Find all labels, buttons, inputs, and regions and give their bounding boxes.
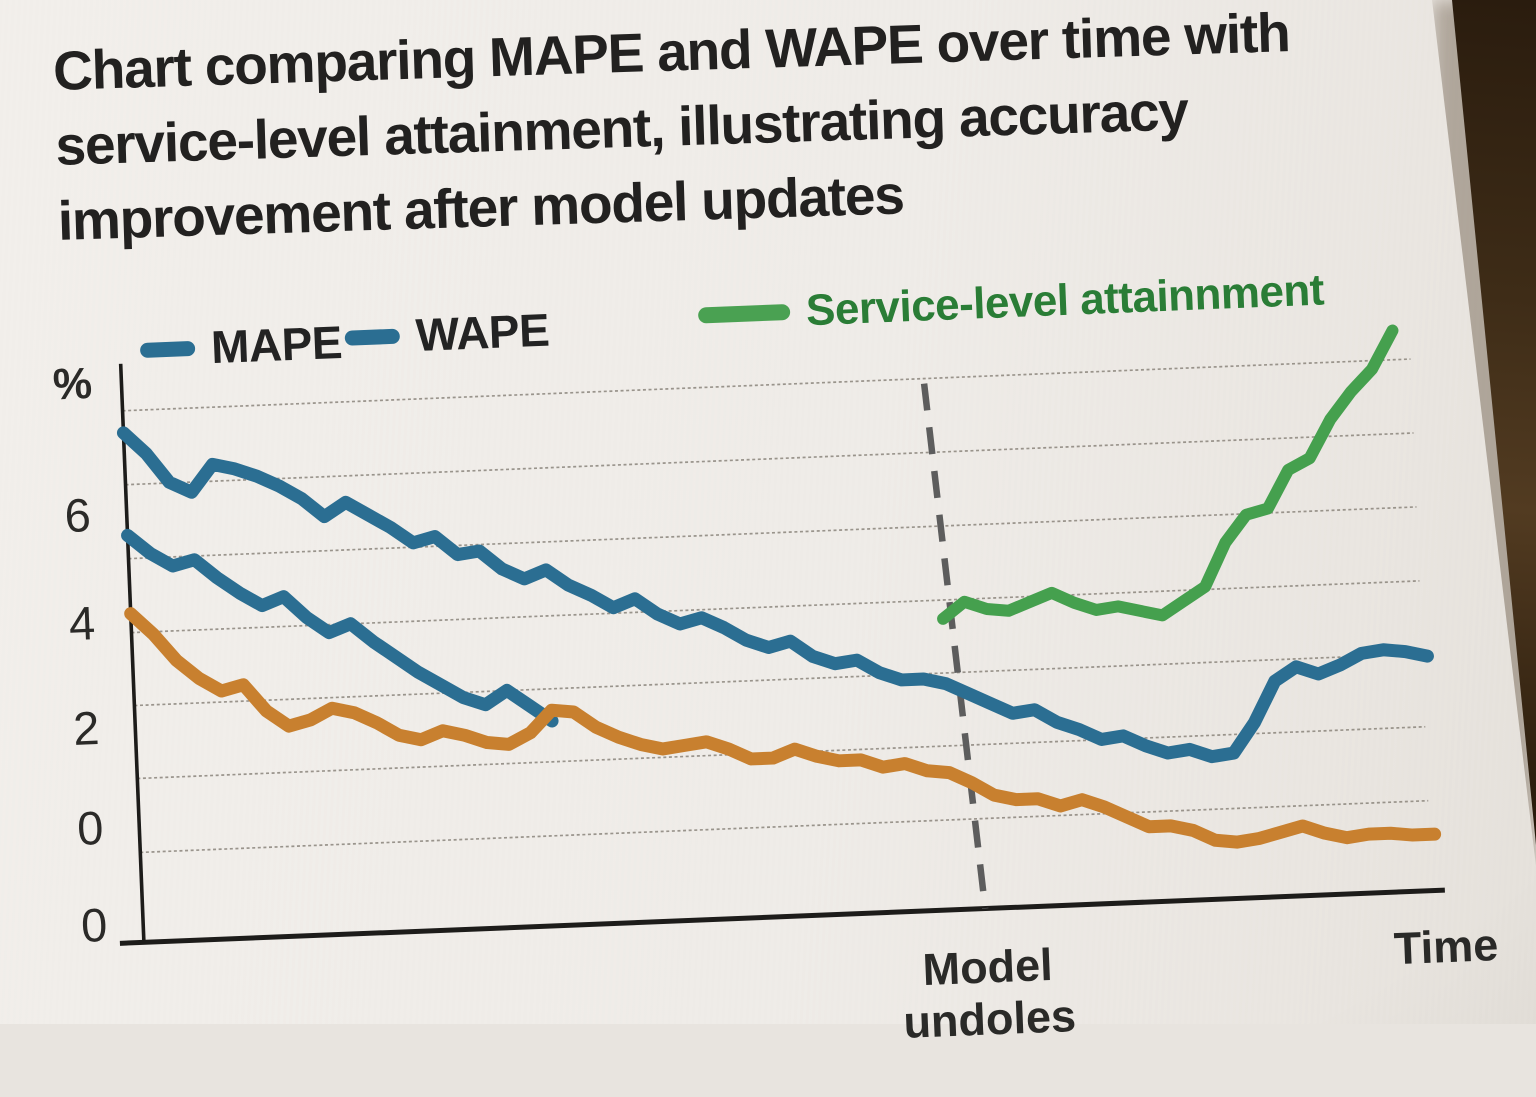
chart-area: MAPE WAPE Service-level attainnment % 6 … [35,239,1506,1096]
legend-label-mape: MAPE [210,315,343,374]
photographed-chart-page: { "title": { "lines": [ "Chart comparing… [0,0,1536,1048]
y-tick-0-lower: 0 [80,897,109,952]
legend-item-wape: WAPE [344,303,550,365]
y-tick-0-upper: 0 [76,800,105,855]
legend-item-mape: MAPE [139,315,343,377]
y-axis-unit-label: % [51,359,93,410]
paper-background [0,0,1536,1024]
event-annotation: Model undoles [890,938,1088,1049]
event-annotation-line2: undoles [902,989,1077,1048]
x-axis-label: Time [1392,919,1500,975]
legend-label-wape: WAPE [414,303,551,361]
y-tick-4: 4 [67,596,97,651]
plot-svg [116,324,1445,946]
y-tick-2: 2 [72,700,101,755]
wape-line-swatch-icon [344,328,401,346]
chart-title: Chart comparing MAPE and WAPE over time … [52,0,1368,258]
event-annotation-line1: Model [921,938,1054,996]
mape-line-swatch-icon [139,340,196,358]
y-tick-6: 6 [63,488,92,543]
service-level-line-swatch-icon [697,303,791,324]
